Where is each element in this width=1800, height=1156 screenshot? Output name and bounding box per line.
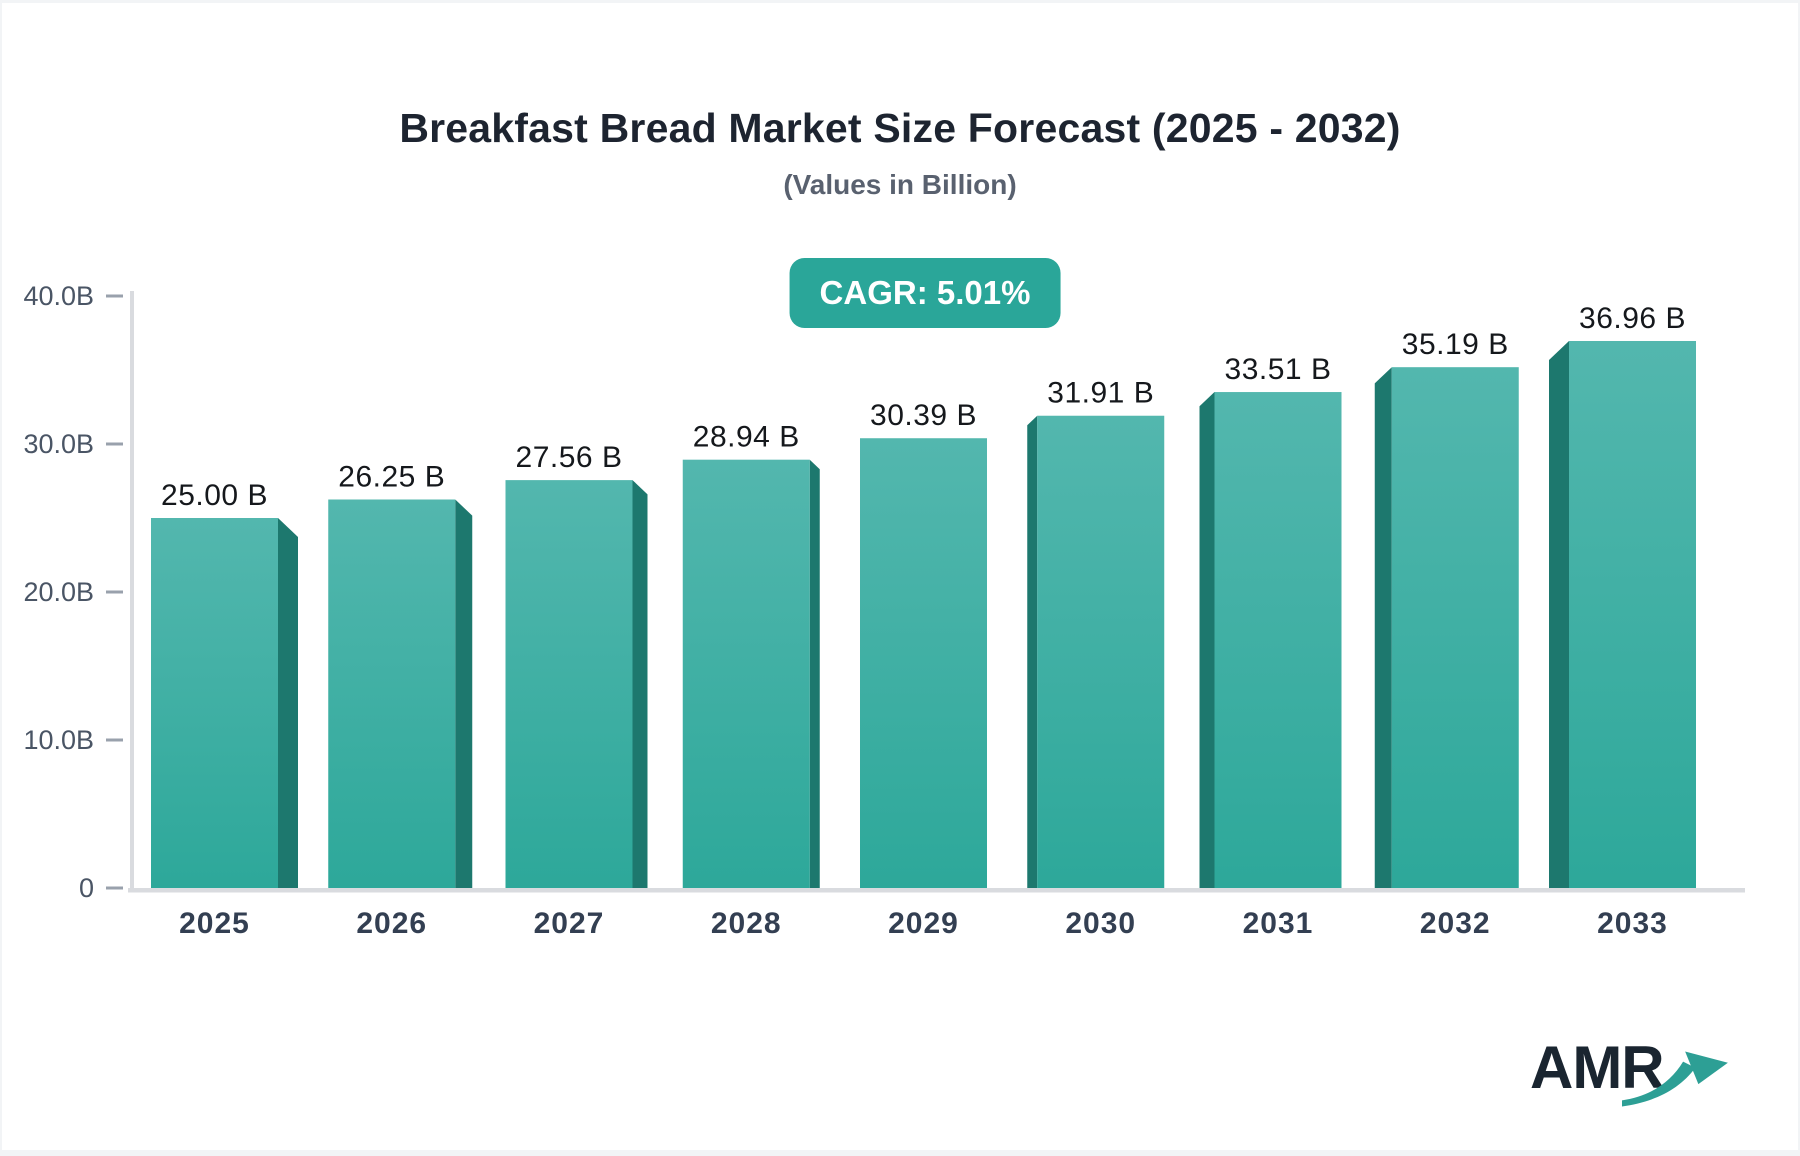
bar-2027[interactable] [505,480,633,888]
bar-2033[interactable] [1569,340,1696,888]
amr-logo: AMR [1530,1033,1740,1128]
bar-group-2032 [1374,367,1519,888]
bar-2032[interactable] [1391,367,1519,888]
value-label-2031: 33.51 B [1225,353,1332,386]
bar-group-2027 [505,480,648,888]
y-tick-label-20.0B: 20.0B [23,577,94,607]
value-label-2025: 25.00 B [161,479,268,512]
x-label-2032: 2032 [1420,907,1491,940]
y-tick-label-40.0B: 40.0B [23,281,94,311]
cagr-badge: CAGR: 5.01% [789,258,1061,328]
x-axis-line [128,888,1745,893]
bar-2030[interactable] [1037,415,1165,888]
bar-group-2025 [151,518,298,888]
chart-title: Breakfast Bread Market Size Forecast (20… [399,105,1401,151]
bar-2028[interactable] [682,459,810,888]
value-label-2026: 26.25 B [338,461,445,494]
x-label-2027: 2027 [534,907,605,940]
bar-2029[interactable] [860,438,987,888]
y-tick-dash [106,442,123,446]
x-label-2028: 2028 [711,907,782,940]
y-tick-dash [106,590,123,594]
x-label-2031: 2031 [1243,907,1314,940]
y-tick-label-10.0B: 10.0B [23,725,94,755]
growth-arrow-icon [1622,1051,1728,1107]
bar-group-2028 [682,459,820,888]
bar-side-2025 [278,518,298,888]
value-label-2033: 36.96 B [1579,302,1686,335]
bar-group-2033 [1549,340,1696,888]
bar-group-2031 [1199,392,1342,888]
x-label-2030: 2030 [1065,907,1136,940]
bar-group-2026 [328,499,473,889]
chart-card: Breakfast Bread Market Size Forecast (20… [2,3,1798,1150]
value-label-2030: 31.91 B [1047,377,1154,410]
bar-2026[interactable] [328,499,456,889]
bar-side-2028 [809,459,820,888]
y-tick-label-0: 0 [79,873,94,903]
bar-side-2030 [1027,415,1038,888]
bar-side-2031 [1199,392,1215,888]
x-label-2025: 2025 [179,907,250,940]
amr-logo-text: AMR [1530,1034,1665,1101]
bar-side-2027 [632,480,648,888]
bar-side-2032 [1374,367,1392,888]
value-label-2029: 30.39 B [870,399,977,432]
x-label-2029: 2029 [888,907,959,940]
x-label-2026: 2026 [356,907,427,940]
y-tick-label-30.0B: 30.0B [23,429,94,459]
chart-subtitle: (Values in Billion) [783,169,1017,200]
bar-group-2030 [1027,415,1165,888]
y-tick-dash [106,738,123,742]
bar-2031[interactable] [1214,392,1342,888]
y-tick-dash [106,294,123,298]
x-label-2033: 2033 [1597,907,1668,940]
value-label-2027: 27.56 B [516,441,623,474]
bar-side-2026 [455,499,473,888]
value-label-2028: 28.94 B [693,421,800,454]
bar-side-2033 [1549,340,1569,888]
y-tick-dash [106,886,123,890]
y-axis-line [130,291,134,892]
bar-chart: 0 10.0B 20.0B 30.0B 40.0B 25.00 B 2025 26.25 B… [23,281,1745,940]
value-label-2032: 35.19 B [1402,328,1509,361]
bar-group-2029 [860,438,987,888]
bar-2025[interactable] [151,518,278,888]
